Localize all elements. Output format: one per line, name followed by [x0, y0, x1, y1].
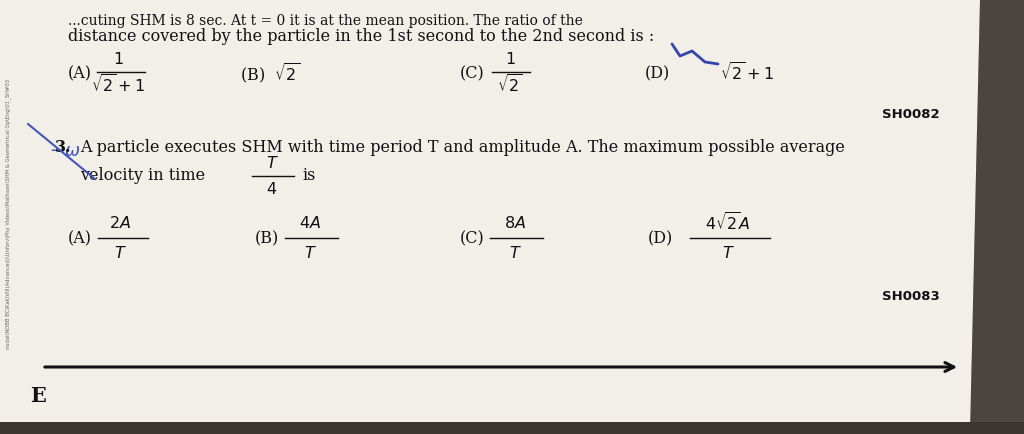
Text: $\sqrt{2}+1$: $\sqrt{2}+1$ — [91, 75, 145, 97]
Text: 3.: 3. — [55, 139, 72, 156]
Text: $T$: $T$ — [114, 246, 126, 263]
Text: SH0082: SH0082 — [883, 108, 940, 121]
Text: A particle executes SHM with time period T and amplitude A. The maximum possible: A particle executes SHM with time period… — [80, 139, 845, 156]
Text: (C): (C) — [460, 230, 484, 247]
Text: $4A$: $4A$ — [299, 216, 321, 233]
Text: (A): (A) — [68, 230, 92, 247]
Text: $4$: $4$ — [266, 181, 278, 198]
Text: ...cuting SHM is 8 sec. At t = 0 it is at the mean position. The ratio of the: ...cuting SHM is 8 sec. At t = 0 it is a… — [68, 14, 583, 28]
Text: velocity in time: velocity in time — [80, 168, 205, 184]
Text: $\sqrt{2}$: $\sqrt{2}$ — [498, 75, 523, 97]
Text: $\sqrt{2}+1$: $\sqrt{2}+1$ — [720, 63, 774, 85]
Text: $T$: $T$ — [509, 246, 521, 263]
Text: (A): (A) — [68, 66, 92, 82]
Polygon shape — [0, 0, 980, 434]
Text: $T$: $T$ — [265, 155, 279, 172]
Text: $1$: $1$ — [505, 50, 515, 68]
Text: is: is — [302, 168, 315, 184]
Text: (B): (B) — [255, 230, 280, 247]
Text: $4\sqrt{2}A$: $4\sqrt{2}A$ — [706, 213, 751, 235]
Text: $2A$: $2A$ — [109, 216, 131, 233]
Bar — [0, 422, 1024, 434]
Text: SH0083: SH0083 — [883, 289, 940, 302]
Text: nodal\NOBB BC\Kak\VIII(Advanced)\Unforv\Phy Videos\Mathaan\SHM & Geometrical Op\: nodal\NOBB BC\Kak\VIII(Advanced)\Unforv\… — [5, 79, 11, 349]
Text: (D): (D) — [648, 230, 673, 247]
Text: (B)  $\sqrt{2}$: (B) $\sqrt{2}$ — [240, 62, 300, 86]
Text: $1$: $1$ — [113, 50, 123, 68]
Text: $T$: $T$ — [303, 246, 316, 263]
Text: $8A$: $8A$ — [504, 216, 526, 233]
Text: $T$: $T$ — [722, 246, 734, 263]
Text: $-\omega$: $-\omega$ — [49, 142, 81, 160]
Polygon shape — [970, 0, 1024, 434]
Text: (C): (C) — [460, 66, 484, 82]
Text: E: E — [30, 386, 46, 406]
Text: (D): (D) — [645, 66, 671, 82]
Text: distance covered by the particle in the 1st second to the 2nd second is :: distance covered by the particle in the … — [68, 28, 654, 45]
